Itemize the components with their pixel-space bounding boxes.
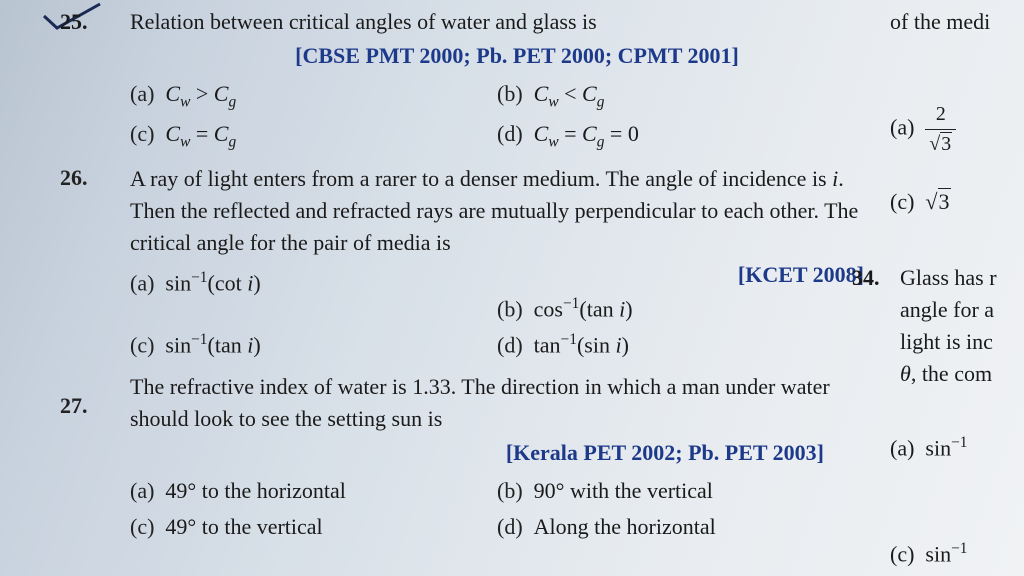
right-q34-num: 34. [852, 262, 880, 294]
q27-option-b: (b) 90° with the vertical [497, 473, 864, 509]
q27-number: 27. [60, 390, 88, 422]
q27-source: [Kerala PET 2002; Pb. PET 2003] [130, 437, 824, 469]
q26-option-c: (c) sin−1(tan i) [130, 327, 497, 363]
q27-option-a: (a) 49° to the horizontal [130, 473, 497, 509]
q25-option-d: (d) Cw = Cg = 0 [497, 116, 864, 156]
right-opt-a: (a) 2√3 [890, 100, 956, 158]
right-opt-c2: (c) sin−1 [890, 538, 968, 570]
right-light-is: light is inc [900, 326, 993, 358]
q26-block: A ray of light enters from a rarer to a … [130, 163, 864, 363]
q25-options: (a) Cw > Cg (b) Cw < Cg (c) Cw = Cg (d) … [130, 76, 864, 155]
right-opt-c: (c) √3 [890, 186, 951, 218]
q25-number: 25. [60, 6, 88, 38]
right-opt-a2: (a) sin−1 [890, 432, 968, 464]
q25-option-a: (a) Cw > Cg [130, 76, 497, 116]
q26-option-d: (d) tan−1(sin i) [497, 327, 864, 363]
q26-source: [KCET 2008] [738, 259, 864, 291]
q27-option-c: (c) 49° to the vertical [130, 509, 497, 545]
right-angle-for: angle for a [900, 294, 994, 326]
q25-option-b: (b) Cw < Cg [497, 76, 864, 116]
q26-text: A ray of light enters from a rarer to a … [130, 163, 864, 259]
q27-text: The refractive index of water is 1.33. T… [130, 371, 864, 435]
q25-option-c: (c) Cw = Cg [130, 116, 497, 156]
q25-text: Relation between critical angles of wate… [130, 6, 864, 38]
right-theta-com: θ, the com [900, 358, 992, 390]
right-of-the-medi: of the medi [890, 6, 990, 38]
q27-options: (a) 49° to the horizontal (b) 90° with t… [130, 473, 864, 545]
q27-block: The refractive index of water is 1.33. T… [130, 371, 864, 544]
right-glass-has: Glass has r [900, 262, 997, 294]
q25-block: Relation between critical angles of wate… [130, 6, 864, 155]
q26-option-a: (a) sin−1(cot i) [130, 265, 497, 327]
q26-number: 26. [60, 162, 88, 194]
q27-option-d: (d) Along the horizontal [497, 509, 864, 545]
q25-source: [CBSE PMT 2000; Pb. PET 2000; CPMT 2001] [170, 40, 864, 72]
q26-text-part1: A ray of light enters from a rarer to a … [130, 166, 832, 191]
q26-option-b: (b) cos−1(tan i) [497, 291, 864, 327]
